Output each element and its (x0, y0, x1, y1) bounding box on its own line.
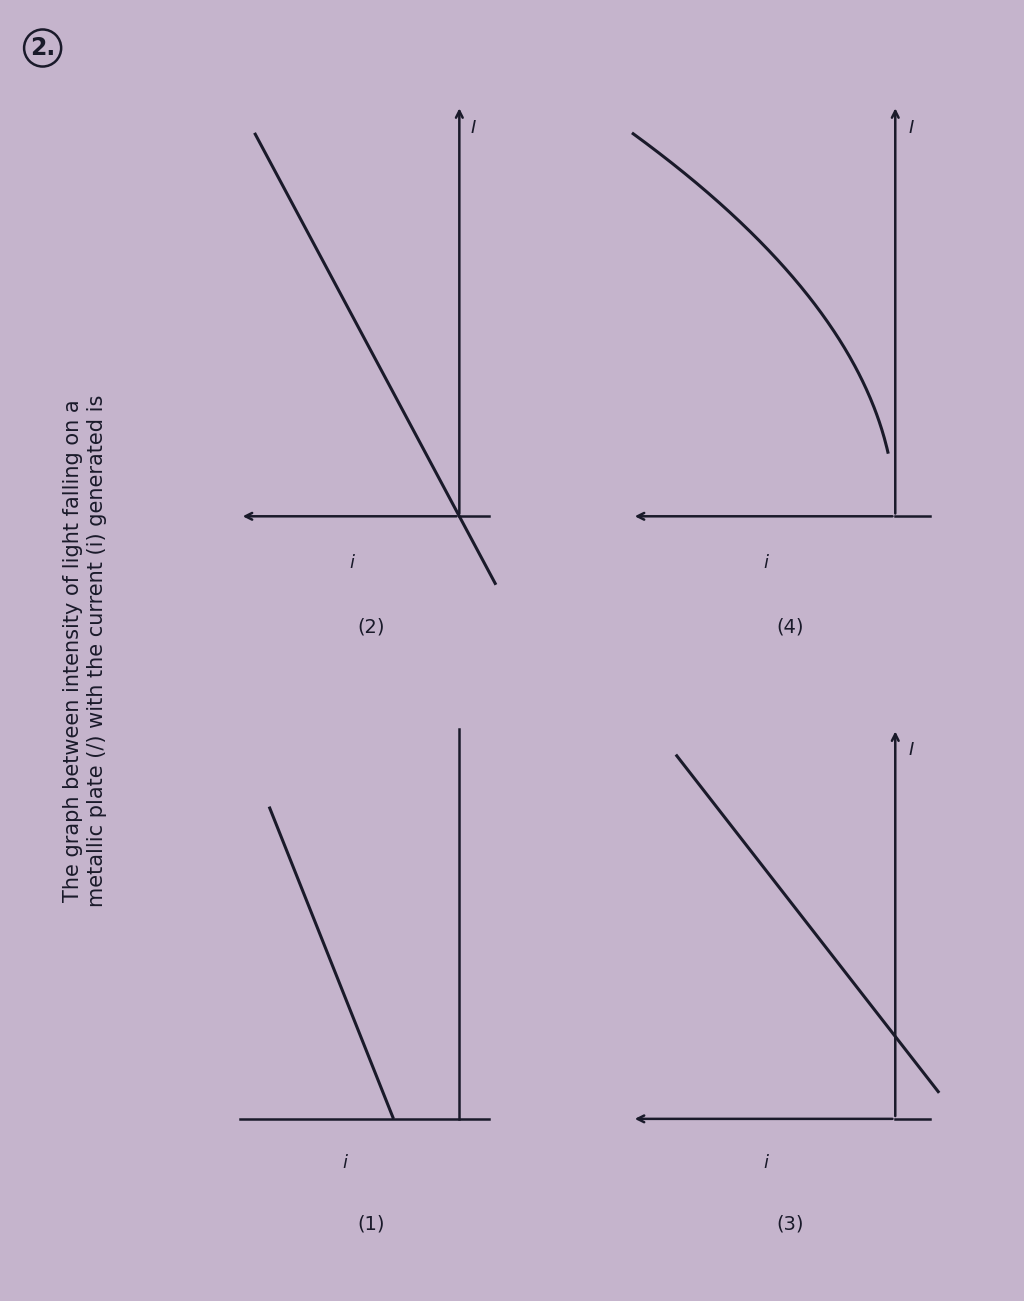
Text: 2.: 2. (30, 36, 55, 60)
Text: The graph between intensity of light falling on a
metallic plate (/) with the cu: The graph between intensity of light fal… (63, 394, 106, 907)
Text: (1): (1) (357, 1214, 385, 1233)
Text: I: I (908, 740, 913, 758)
Text: I: I (908, 118, 913, 137)
Text: i: i (349, 554, 354, 572)
Text: i: i (342, 1154, 347, 1172)
Text: (3): (3) (776, 1214, 804, 1233)
Text: I: I (470, 118, 475, 137)
Text: (4): (4) (776, 618, 804, 636)
Text: i: i (764, 1154, 769, 1172)
Text: (2): (2) (357, 618, 385, 636)
Text: i: i (764, 554, 769, 572)
